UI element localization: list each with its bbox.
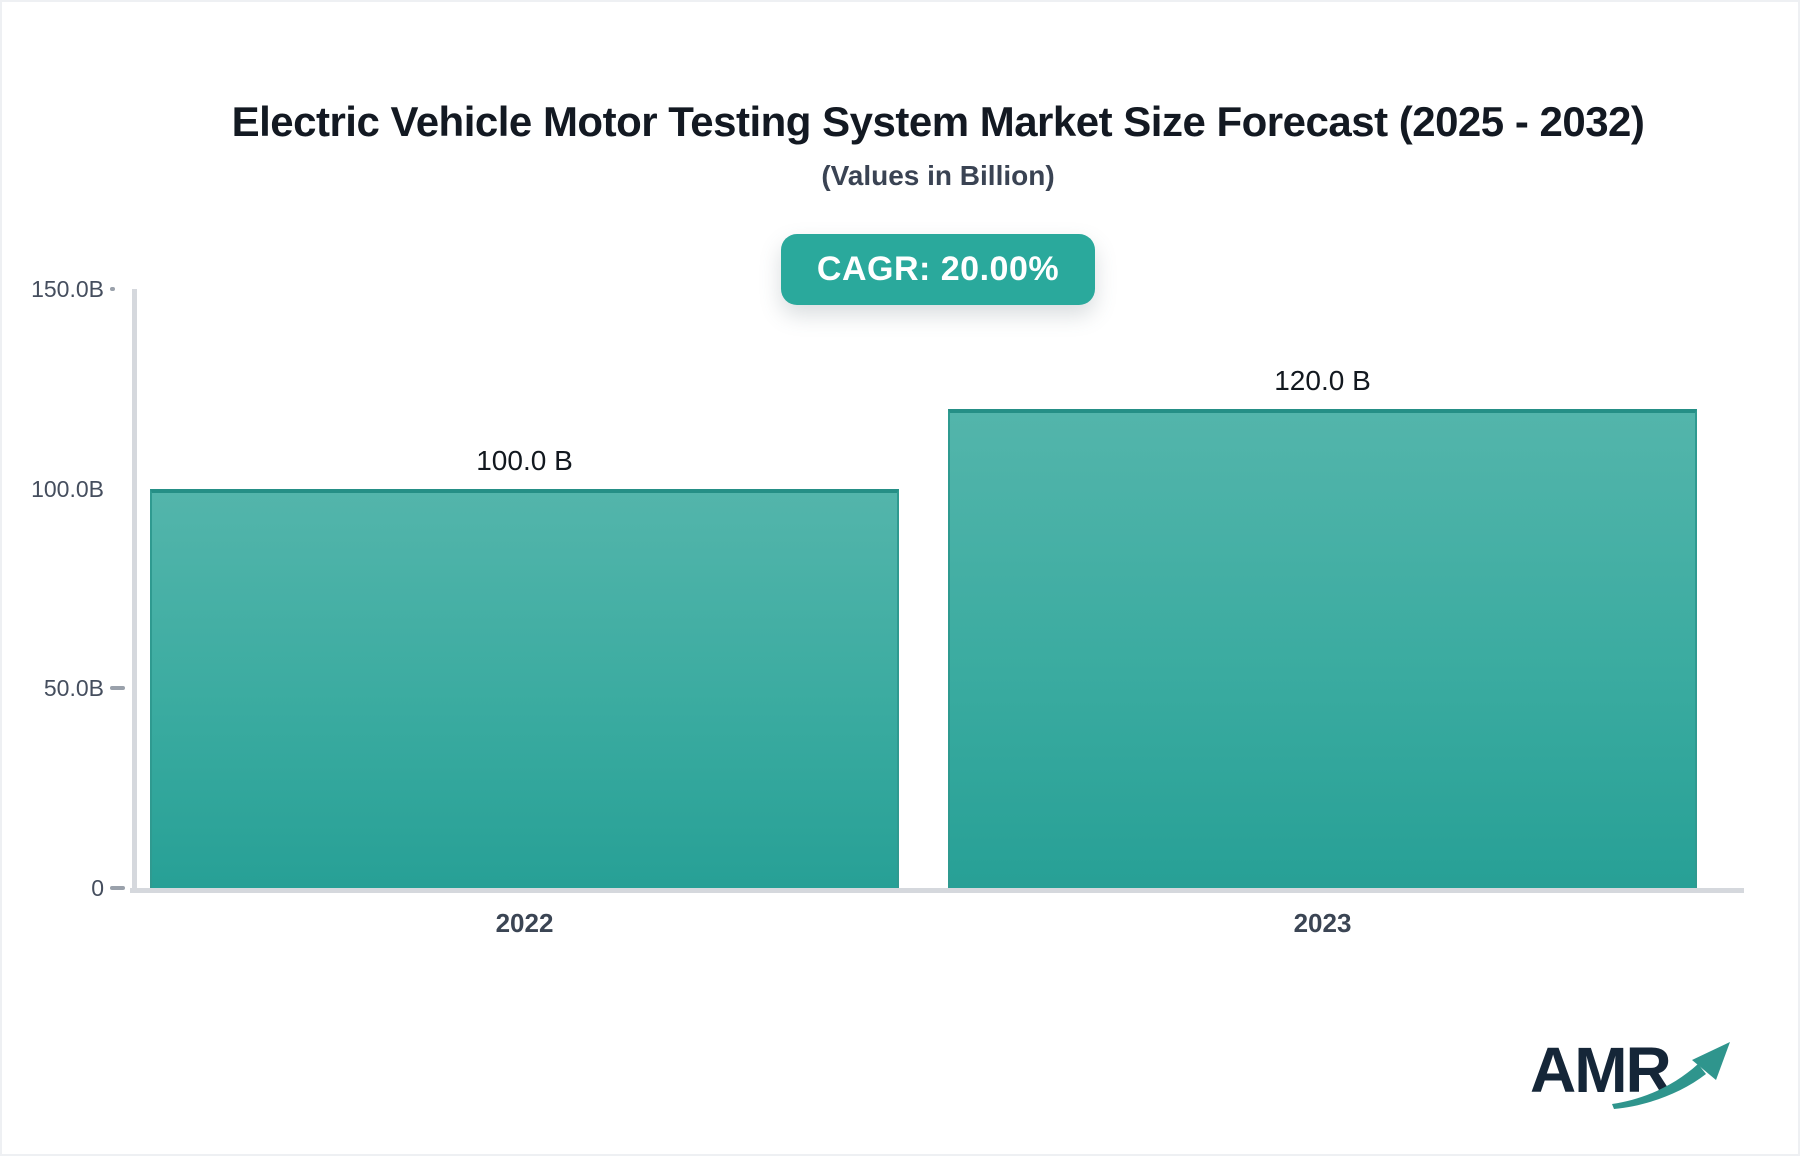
y-axis-line xyxy=(132,289,137,890)
bar-value-label: 100.0 B xyxy=(476,444,573,476)
x-tick-label: 2022 xyxy=(495,908,554,938)
chart-subtitle: (Values in Billion) xyxy=(821,160,1055,192)
y-tick-mark xyxy=(110,886,125,890)
y-tick-label: 50.0B xyxy=(43,675,104,702)
bar-2023[interactable] xyxy=(948,408,1697,888)
y-tick-mark xyxy=(110,287,115,291)
chart-title: Electric Vehicle Motor Testing System Ma… xyxy=(231,98,1645,145)
chart-header: Electric Vehicle Motor Testing System Ma… xyxy=(132,2,1744,306)
y-tick-label: 0 xyxy=(91,875,104,901)
cagr-badge: CAGR: 20.00% xyxy=(780,234,1096,306)
y-tick-label: 150.0B xyxy=(31,276,104,302)
amr-logo: AMR xyxy=(1530,1024,1740,1124)
y-tick-mark xyxy=(110,686,125,691)
x-axis-line xyxy=(130,888,1744,893)
badge-row: CAGR: 20.00% xyxy=(132,234,1744,306)
y-tick-label: 100.0B xyxy=(31,475,104,502)
growth-arrow-icon xyxy=(1612,1042,1730,1109)
bar-2022[interactable] xyxy=(150,488,899,888)
x-tick-label: 2023 xyxy=(1293,908,1352,938)
bar-value-label: 120.0 B xyxy=(1274,364,1371,396)
amr-logo-text: AMR xyxy=(1530,1034,1672,1106)
